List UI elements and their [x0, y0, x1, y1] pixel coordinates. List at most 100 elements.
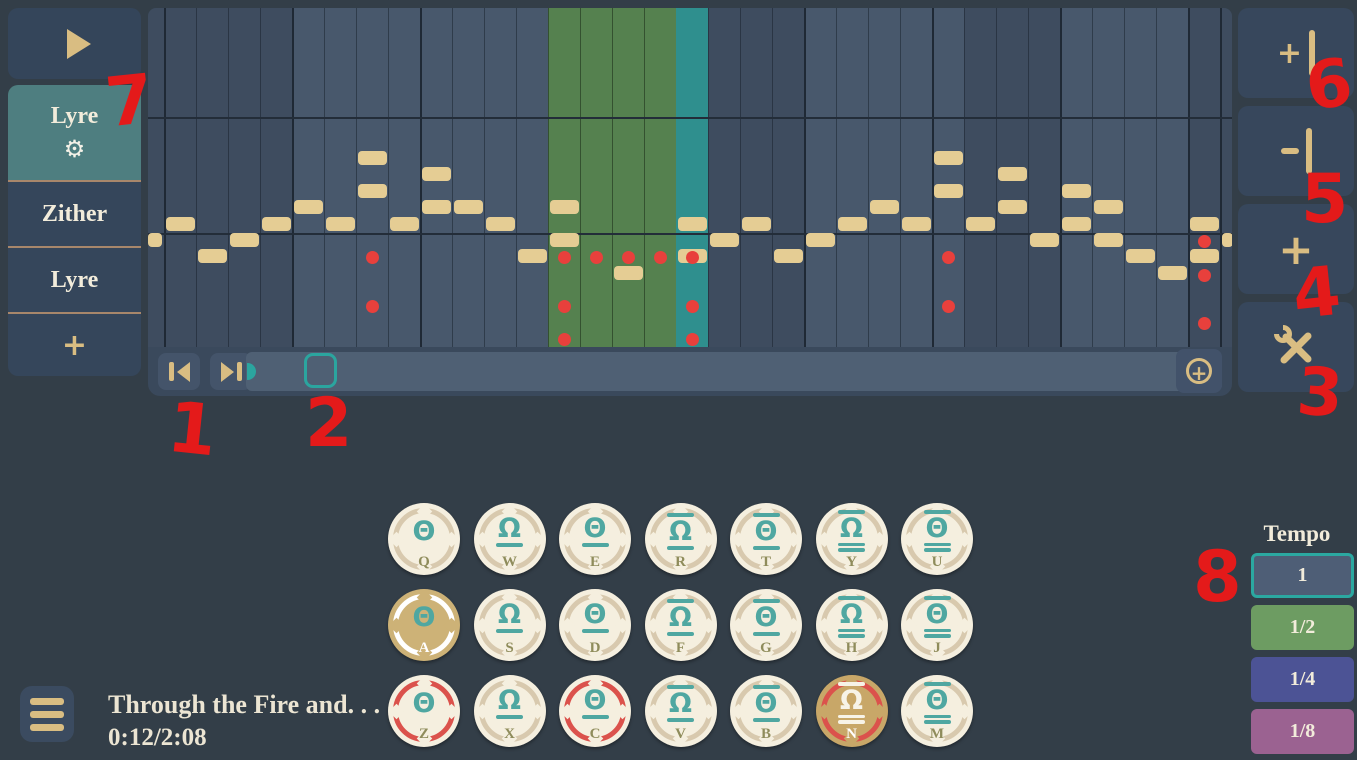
note-block[interactable] [709, 233, 739, 247]
note-block[interactable] [1125, 249, 1155, 264]
menu-button[interactable] [20, 686, 74, 742]
grid-column[interactable] [1028, 8, 1060, 347]
tab-instrument-lyre-2[interactable]: Lyre [8, 248, 141, 314]
add-measure-button[interactable]: + [1238, 8, 1354, 98]
add-button[interactable]: + [1238, 204, 1354, 294]
tempo-option-1-8[interactable]: 1/8 [1251, 709, 1354, 754]
note-block[interactable] [741, 216, 771, 231]
note-block[interactable] [357, 183, 387, 198]
grid-column[interactable] [804, 8, 836, 347]
grid-column[interactable] [164, 8, 196, 347]
note-block[interactable] [613, 265, 643, 280]
note-block[interactable] [997, 167, 1027, 182]
note-block[interactable] [965, 216, 995, 231]
grid-column[interactable] [324, 8, 356, 347]
note-block[interactable] [1029, 233, 1059, 247]
selection-column[interactable] [644, 8, 676, 347]
grid-column[interactable] [1092, 8, 1124, 347]
note-block[interactable] [1189, 249, 1219, 264]
note-block[interactable] [805, 233, 835, 247]
note-block[interactable] [261, 216, 291, 231]
grid-column[interactable] [228, 8, 260, 347]
note-block[interactable] [549, 233, 579, 247]
note-block[interactable] [549, 200, 579, 215]
timeline-scrollbar[interactable] [246, 352, 1222, 391]
selection-column[interactable] [612, 8, 644, 347]
note-block[interactable] [293, 200, 323, 215]
grid-column[interactable] [868, 8, 900, 347]
grid-column[interactable] [772, 8, 804, 347]
grid-column[interactable] [1124, 8, 1156, 347]
note-block[interactable] [869, 200, 899, 215]
note-block[interactable] [1061, 183, 1091, 198]
grid-column[interactable] [836, 8, 868, 347]
tempo-option-1-4[interactable]: 1/4 [1251, 657, 1354, 702]
note-block[interactable] [1093, 200, 1123, 215]
note-block[interactable] [901, 216, 931, 231]
tempo-option-1-2[interactable]: 1/2 [1251, 605, 1354, 650]
tab-instrument-zither-1[interactable]: Zither [8, 182, 141, 248]
grid-column[interactable] [900, 8, 932, 347]
note-block[interactable] [197, 249, 227, 264]
note-block[interactable] [229, 233, 259, 247]
note-block[interactable] [453, 200, 483, 215]
grid-column-partial-right[interactable] [1220, 8, 1232, 347]
note-block[interactable] [1221, 233, 1232, 247]
grid-column[interactable] [964, 8, 996, 347]
timeline-zoom-button[interactable]: + [1176, 349, 1222, 393]
grid-column[interactable] [1156, 8, 1188, 347]
grid-column[interactable] [292, 8, 324, 347]
playhead-column[interactable] [676, 8, 708, 347]
note-block[interactable] [517, 249, 547, 264]
note-block[interactable] [421, 200, 451, 215]
selection-column[interactable] [580, 8, 612, 347]
grid-column[interactable] [1060, 8, 1092, 347]
selection-column[interactable] [548, 8, 580, 347]
note-block[interactable] [677, 216, 707, 231]
play-button[interactable] [8, 8, 141, 79]
grid-column[interactable] [484, 8, 516, 347]
tab-instrument-lyre-0[interactable]: Lyre ⚙ [8, 85, 141, 182]
note-block[interactable] [933, 183, 963, 198]
grid-column[interactable] [260, 8, 292, 347]
grid-column[interactable] [740, 8, 772, 347]
note-block[interactable] [773, 249, 803, 264]
note-block[interactable] [1157, 265, 1187, 280]
note-block[interactable] [997, 200, 1027, 215]
note-block[interactable] [421, 167, 451, 182]
grid-column[interactable] [452, 8, 484, 347]
scrollbar-handle[interactable] [304, 353, 337, 388]
note-block[interactable] [1093, 233, 1123, 247]
grid-column[interactable] [356, 8, 388, 347]
note-block[interactable] [1061, 216, 1091, 231]
gear-icon[interactable]: ⚙ [63, 135, 86, 163]
grid-column[interactable] [388, 8, 420, 347]
tempo-option-1[interactable]: 1 [1251, 553, 1354, 598]
skip-to-end-button[interactable] [210, 353, 252, 390]
note-block[interactable] [148, 233, 162, 247]
note-block[interactable] [357, 151, 387, 165]
note-block[interactable] [485, 216, 515, 231]
note-block[interactable] [165, 216, 195, 231]
tools-button[interactable] [1238, 302, 1354, 392]
grid-column[interactable] [932, 8, 964, 347]
